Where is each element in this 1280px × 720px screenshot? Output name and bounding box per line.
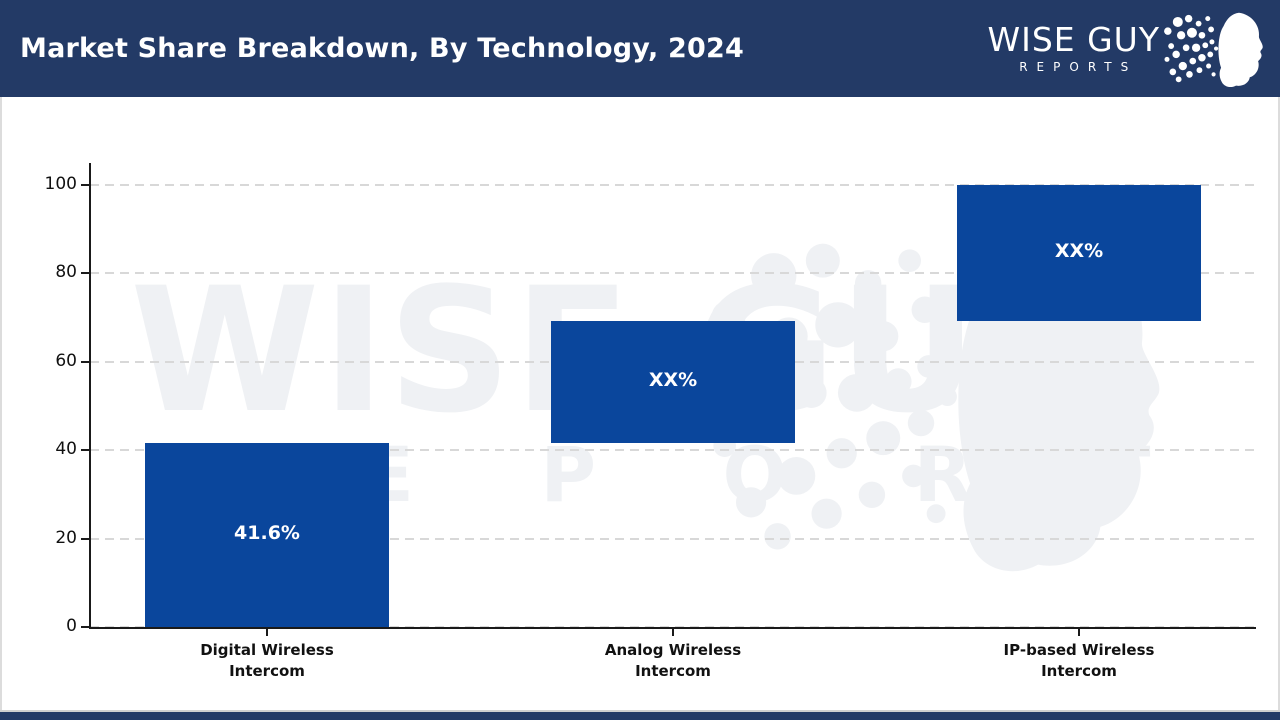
y-axis-tick-label: 20 [55,527,77,548]
y-axis-tick [81,537,89,540]
y-axis-tick [81,626,89,628]
footer-divider [0,710,1280,712]
x-axis-line [89,627,1256,629]
gridline [90,449,1255,452]
logo-wordmark: WISE GUY [987,20,1160,59]
x-axis-tick [672,629,674,636]
gridline [90,272,1255,275]
y-axis-tick [81,449,89,452]
gridline [90,184,1255,186]
y-axis-line [89,163,91,629]
header-bar: Market Share Breakdown, By Technology, 2… [0,0,1280,97]
y-axis-tick-label: 40 [55,439,77,460]
bar-value-label: 41.6% [234,522,300,545]
bar-value-label: XX% [1054,239,1104,262]
x-axis-category-label: IP-based Wireless Intercom [1003,641,1155,680]
chart-area: WISE GUY R E P O R T S 0 20 40 60 80 100 41.6%… [0,97,1280,710]
page-title: Market Share Breakdown, By Technology, 2… [20,33,745,64]
footer-bar [0,712,1280,720]
y-axis-tick [81,184,89,186]
bar-segment [145,443,389,627]
bar-value-label: XX% [648,368,698,391]
x-axis-category-label: Analog Wireless Intercom [604,641,742,680]
y-axis-tick-label: 100 [44,174,77,194]
y-axis-tick-label: 60 [55,350,77,371]
y-axis-tick-label: 0 [66,616,77,636]
wise-guy-reports-logo: WISE GUY REPORTS [987,9,1266,89]
logo-subtitle: REPORTS [1019,60,1138,74]
x-axis-tick [1078,629,1080,636]
logo-face-icon [1164,12,1263,87]
x-axis-tick [266,629,268,636]
logo-text: WISE GUY REPORTS [987,23,1160,74]
x-axis-category-label: Digital Wireless Intercom [200,641,334,680]
y-axis-tick [81,272,89,275]
y-axis-tick [81,360,89,363]
gridline [90,537,1255,540]
y-axis-tick-label: 80 [55,262,77,283]
plot: 0 20 40 60 80 100 41.6% Digital Wireless Interc… [2,97,1278,710]
